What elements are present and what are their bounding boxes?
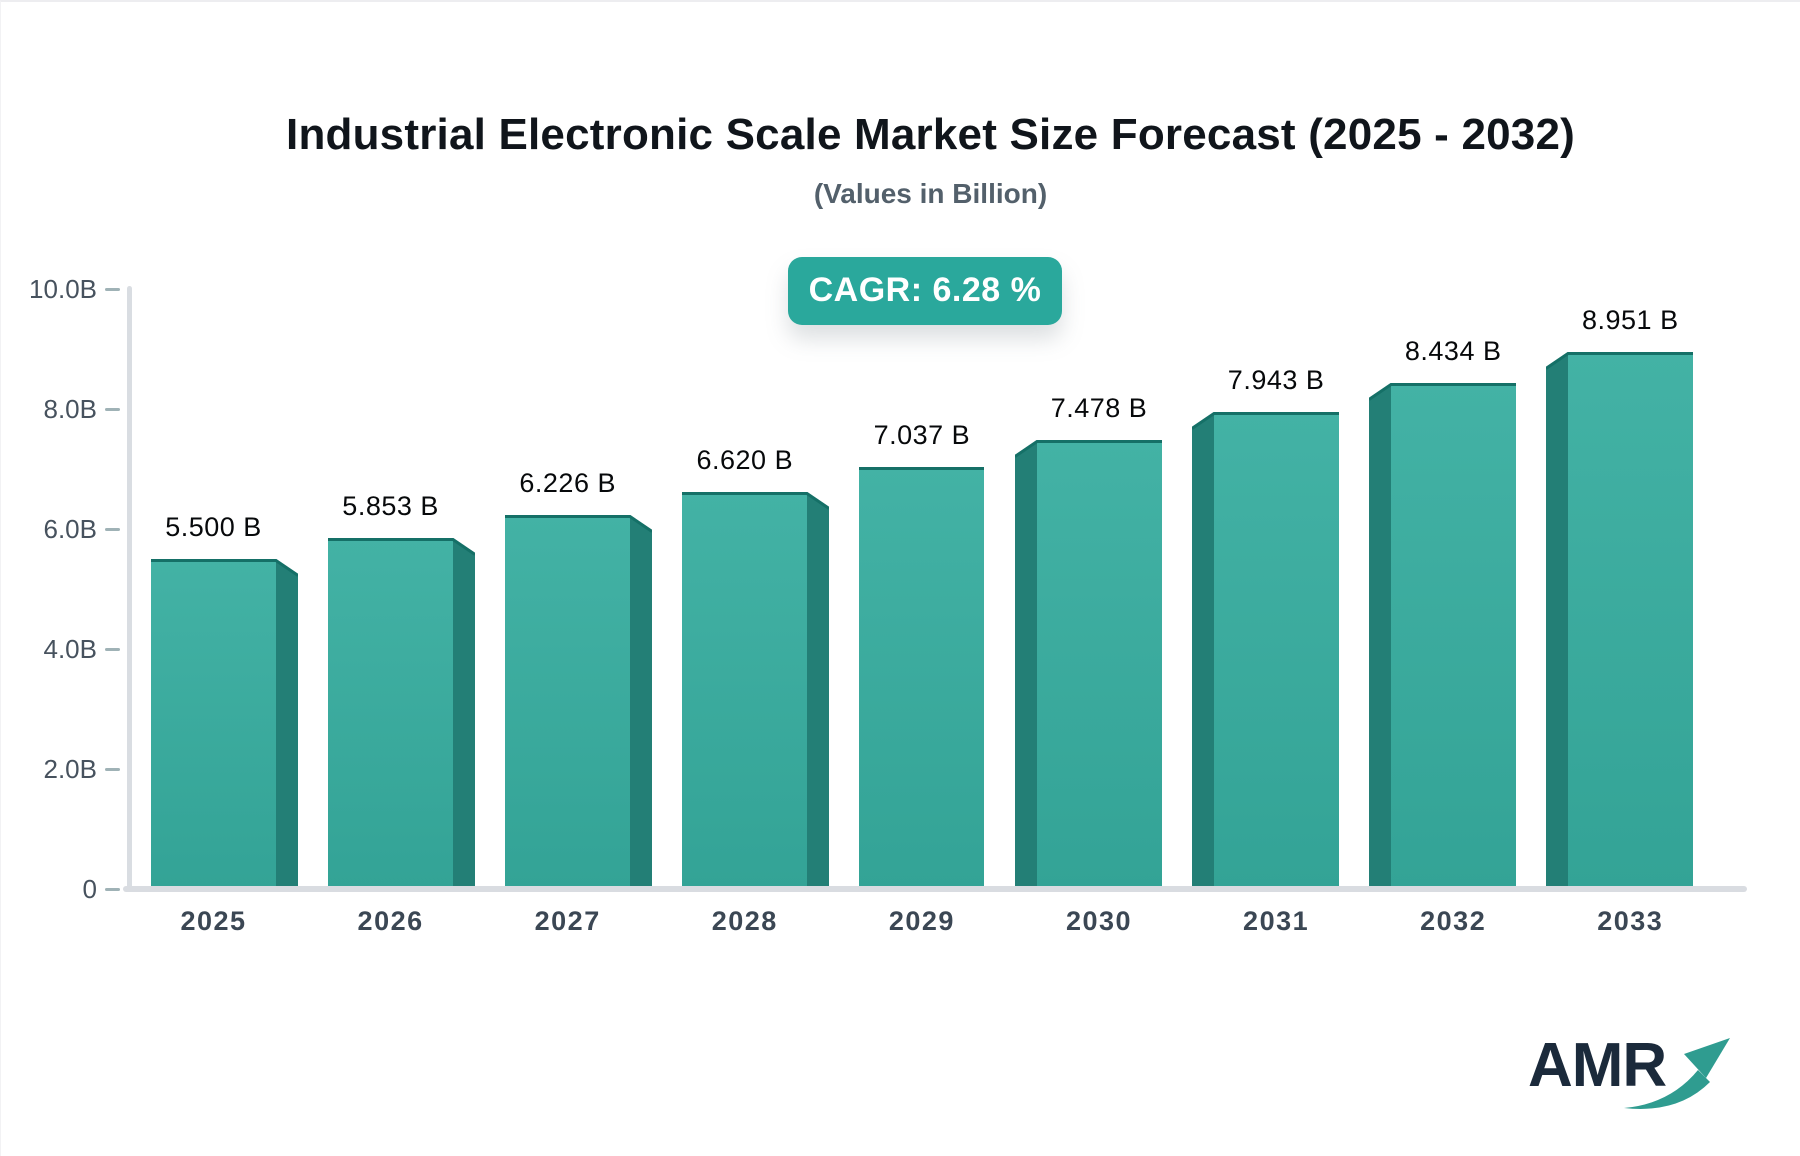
x-axis-label-2031: 2031 [1243, 906, 1310, 936]
y-tick-label: 10.0B [29, 274, 97, 304]
x-axis-label-2025: 2025 [180, 906, 247, 936]
amr-logo: AMR [1528, 1030, 1738, 1130]
bar-value-label-2033: 8.951 B [1582, 304, 1679, 335]
growth-arrow-icon [1624, 1038, 1730, 1109]
bar-2031 [1191, 412, 1339, 889]
y-tick-label: 2.0B [43, 754, 98, 784]
bar-2030 [1014, 440, 1162, 889]
bar-2025 [151, 559, 298, 889]
bar-value-label-2032: 8.434 B [1404, 335, 1502, 366]
bar-value-label-2031: 7.943 B [1227, 365, 1325, 396]
bar-value-label-2026: 5.853 B [342, 490, 439, 521]
x-axis-baseline [123, 886, 1747, 892]
bar-2033 [1545, 351, 1693, 889]
y-tick-mark [105, 887, 120, 891]
x-axis-label-2030: 2030 [1065, 906, 1133, 936]
bar-2026 [328, 537, 476, 889]
y-tick-label: 6.0B [43, 514, 98, 544]
y-tick-mark [105, 767, 120, 771]
bar-value-label-2030: 7.478 B [1050, 393, 1148, 424]
bar-2028 [682, 491, 830, 889]
cagr-badge: CAGR: 6.28 % [788, 257, 1062, 325]
x-axis-label-2029: 2029 [888, 906, 955, 936]
y-tick-label: 8.0B [43, 394, 98, 424]
y-tick-mark [105, 407, 120, 411]
x-axis-label-2033: 2033 [1597, 906, 1664, 936]
bar-2027 [505, 515, 653, 889]
chart-header: Industrial Electronic Scale Market Size … [61, 110, 1800, 210]
x-axis-label-2032: 2032 [1420, 906, 1487, 936]
bar-value-label-2029: 7.037 B [873, 419, 971, 450]
x-axis-label-2026: 2026 [357, 906, 424, 936]
bar-value-label-2025: 5.500 B [165, 512, 262, 542]
y-tick-mark [105, 287, 120, 291]
bar-value-label-2027: 6.226 B [519, 468, 616, 499]
y-tick-label: 4.0B [43, 634, 98, 664]
y-tick-label: 0 [82, 874, 97, 904]
chart-title: Industrial Electronic Scale Market Size … [286, 110, 1575, 159]
bar-2032 [1368, 382, 1516, 889]
bar-value-label-2028: 6.620 B [696, 444, 794, 475]
y-axis-line [127, 286, 132, 890]
y-tick-mark [105, 647, 120, 651]
bar-2029 [859, 466, 985, 889]
amr-logo-text: AMR [1528, 1031, 1667, 1100]
x-axis-label-2027: 2027 [534, 906, 601, 936]
chart-subtitle: (Values in Billion) [813, 178, 1048, 209]
y-tick-mark [105, 527, 120, 531]
x-axis-label-2028: 2028 [711, 906, 778, 936]
